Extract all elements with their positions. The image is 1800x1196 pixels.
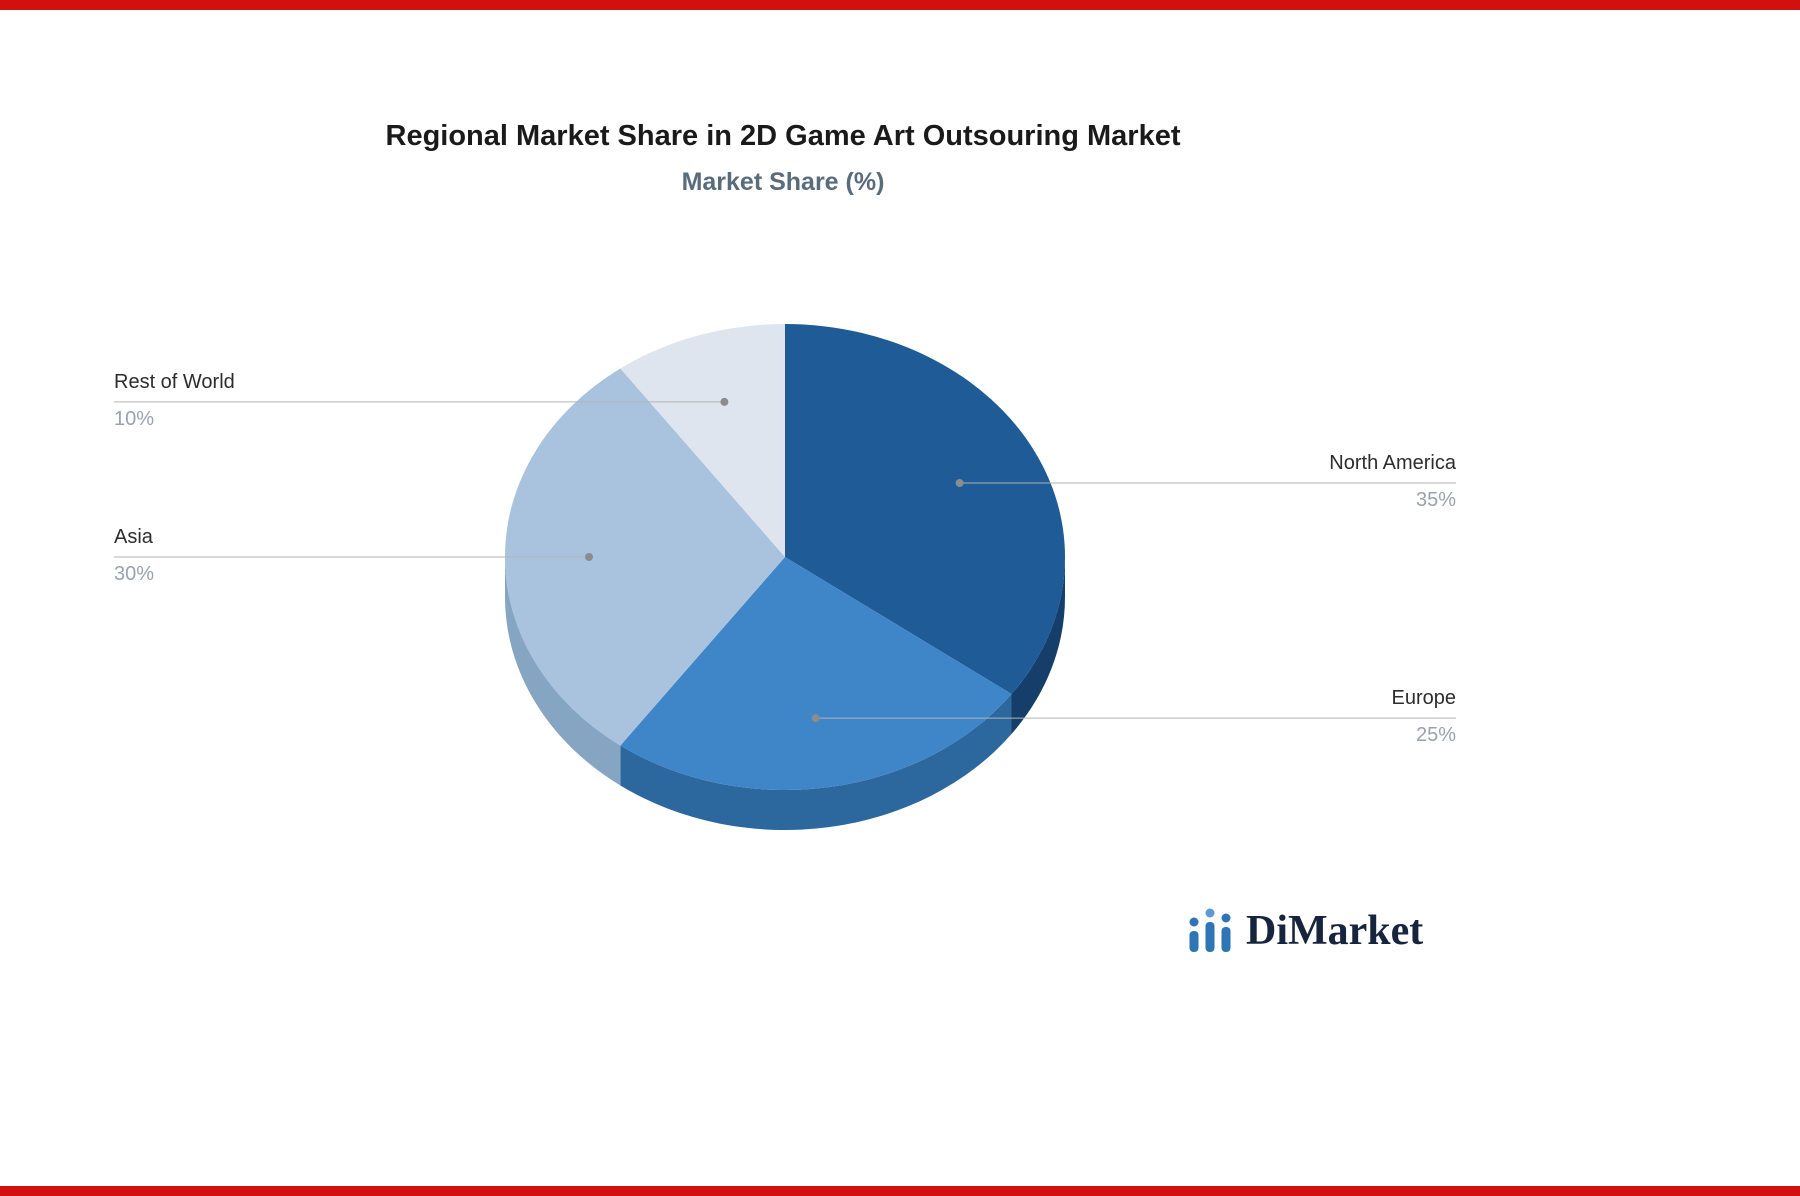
bar-chart-icon (1189, 908, 1231, 952)
pie-label-name: Asia (114, 526, 153, 548)
brand-logo: DiMarket (1186, 906, 1423, 956)
top-accent-bar (0, 0, 1800, 10)
brand-name: DiMarket (1246, 908, 1424, 954)
pie-label-europe: Europe 25% (1392, 686, 1457, 747)
bottom-accent-bar (0, 1186, 1800, 1196)
pie-label-value: 35% (1415, 488, 1456, 511)
pie-label-value: 10% (114, 407, 155, 430)
chart-title: Regional Market Share in 2D Game Art Out… (385, 120, 1181, 152)
pie-label-name: Rest of World (114, 370, 235, 393)
pie-label-name: Europe (1391, 687, 1457, 710)
chart-subtitle: Market Share (%) (681, 168, 885, 196)
pie-label-name: North America (1329, 451, 1456, 474)
pie-label-rest-of-world: Rest of World 10% (114, 370, 235, 431)
pie-label-north-america: North America 35% (1329, 451, 1456, 512)
pie-label-asia: Asia 30% (114, 525, 154, 586)
pie-label-value: 30% (114, 563, 155, 585)
pie-label-value: 25% (1415, 724, 1456, 747)
